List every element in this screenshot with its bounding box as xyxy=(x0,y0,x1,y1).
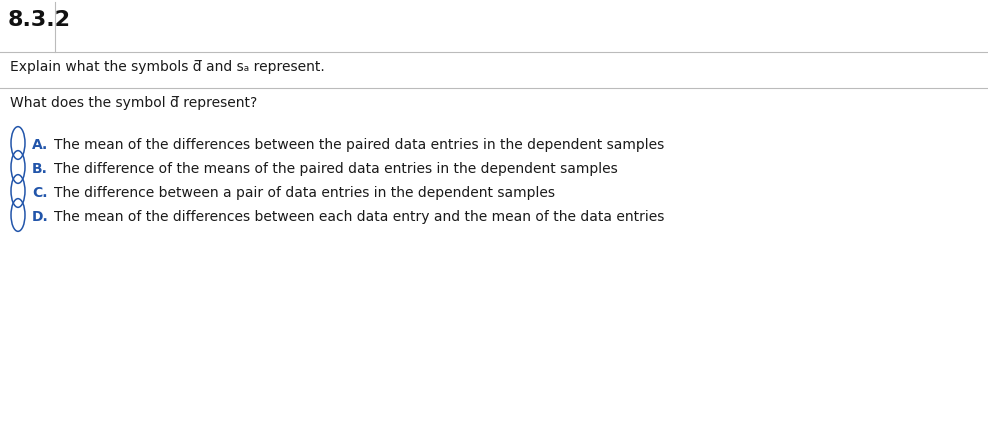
Text: The difference between a pair of data entries in the dependent samples: The difference between a pair of data en… xyxy=(54,186,555,200)
Text: The mean of the differences between the paired data entries in the dependent sam: The mean of the differences between the … xyxy=(54,138,664,152)
Text: B.: B. xyxy=(32,162,47,176)
Text: C.: C. xyxy=(32,186,47,200)
Text: Explain what the symbols d̅ and sₐ represent.: Explain what the symbols d̅ and sₐ repre… xyxy=(10,60,325,74)
Text: The difference of the means of the paired data entries in the dependent samples: The difference of the means of the paire… xyxy=(54,162,618,176)
Text: 8.3.2: 8.3.2 xyxy=(8,10,71,30)
Text: What does the symbol d̅ represent?: What does the symbol d̅ represent? xyxy=(10,96,257,110)
Text: D.: D. xyxy=(32,210,48,224)
Text: A.: A. xyxy=(32,138,48,152)
Text: The mean of the differences between each data entry and the mean of the data ent: The mean of the differences between each… xyxy=(54,210,664,224)
